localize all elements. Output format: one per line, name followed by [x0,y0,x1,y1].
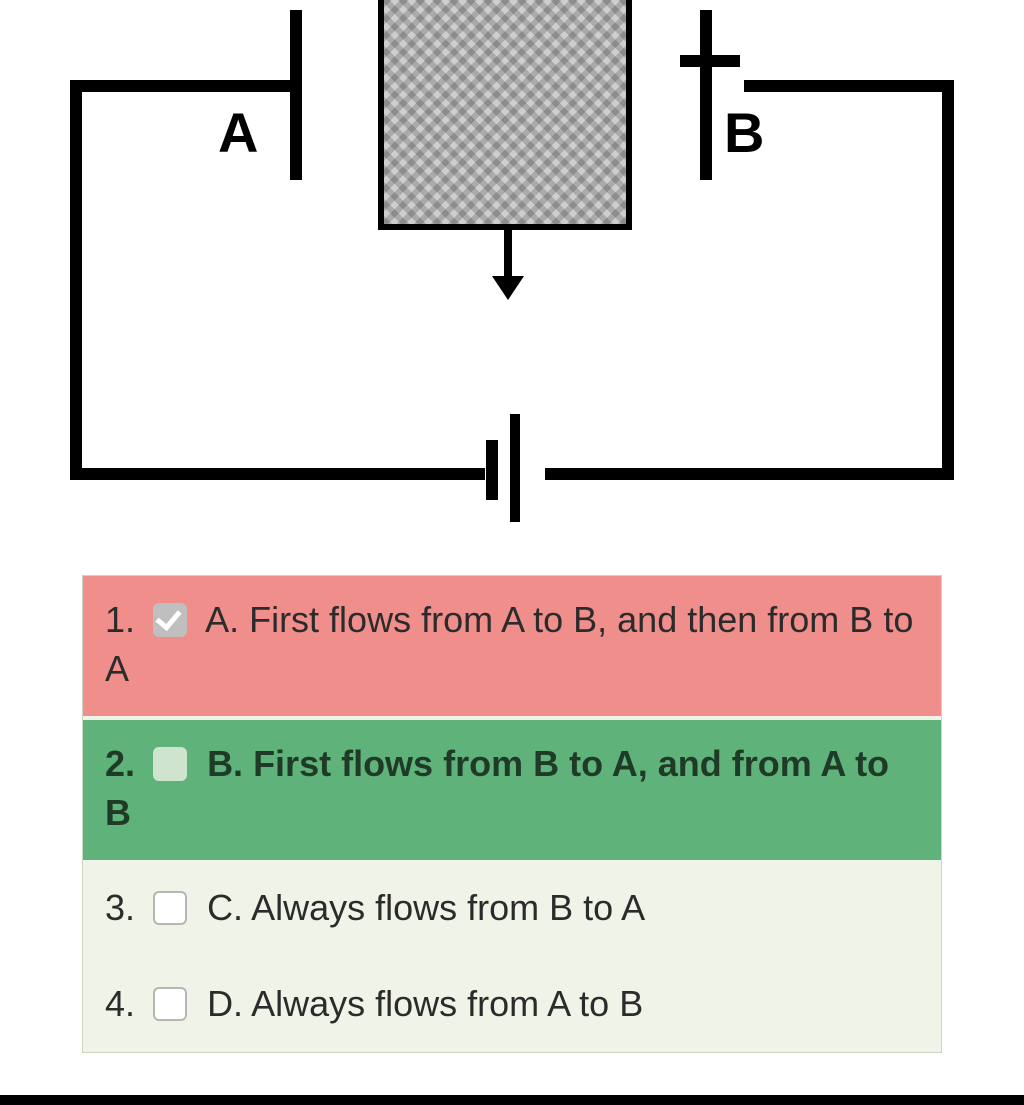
wire-right [942,80,954,480]
answer-option-1[interactable]: 1. A. First flows from A to B, and then … [83,576,941,716]
battery-plate-short [486,440,498,500]
motion-arrow-head [492,276,524,300]
checkbox-empty-icon [153,891,187,925]
option-text: B. First flows from B to A, and from A t… [105,743,889,833]
checkbox-icon [153,747,187,781]
terminal-a [290,10,302,180]
checkbox-empty-icon [153,987,187,1021]
circuit-diagram: A B [0,0,1024,560]
terminal-b [700,10,712,180]
wire-top-left [70,80,290,92]
battery-plate-long [510,414,520,522]
answer-option-2[interactable]: 2. B. First flows from B to A, and from … [83,720,941,860]
wire-left [70,80,82,480]
option-number: 3. [105,887,135,928]
magnet-block [378,0,632,230]
option-number: 4. [105,983,135,1024]
label-b: B [724,100,764,165]
option-number: 2. [105,743,135,784]
answer-option-4[interactable]: 4. D. Always flows from A to B [83,960,941,1052]
label-a: A [218,100,258,165]
option-number: 1. [105,599,135,640]
wire-top-right [744,80,954,92]
answer-option-3[interactable]: 3. C. Always flows from B to A [83,864,941,956]
page: A B 1. A. First flows from A to B, and t… [0,0,1024,1095]
checkbox-checked-icon [153,603,187,637]
motion-arrow-stem [504,230,512,280]
terminal-b-crossbar [680,55,740,67]
option-text: A. First flows from A to B, and then fro… [105,599,913,689]
option-text: D. Always flows from A to B [207,983,643,1024]
option-text: C. Always flows from B to A [207,887,645,928]
answer-panel: 1. A. First flows from A to B, and then … [82,575,942,1053]
